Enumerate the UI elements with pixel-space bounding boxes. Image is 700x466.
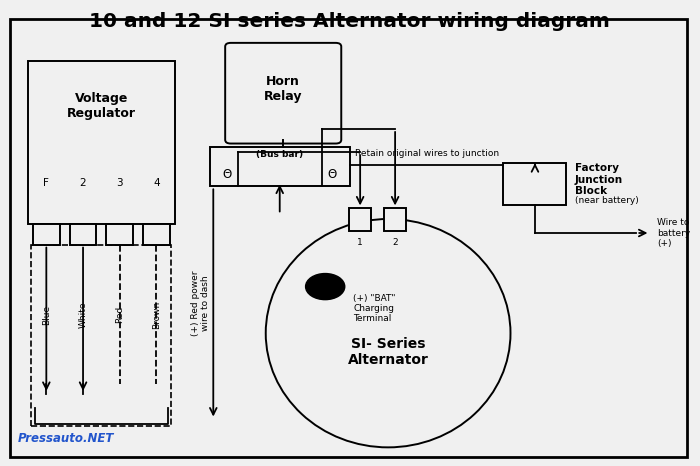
FancyBboxPatch shape: [70, 224, 97, 245]
Text: Red: Red: [116, 306, 125, 323]
Text: 3: 3: [116, 178, 123, 188]
Text: (near battery): (near battery): [575, 196, 638, 206]
FancyBboxPatch shape: [210, 147, 349, 186]
Text: 2: 2: [80, 178, 86, 188]
Text: Θ: Θ: [223, 168, 232, 181]
Text: White: White: [78, 302, 88, 328]
Text: Brown: Brown: [152, 301, 161, 329]
FancyBboxPatch shape: [28, 61, 175, 224]
FancyBboxPatch shape: [106, 224, 133, 245]
FancyBboxPatch shape: [503, 163, 566, 205]
Text: 10 and 12 SI series Alternator wiring diagram: 10 and 12 SI series Alternator wiring di…: [89, 12, 610, 31]
Text: 4: 4: [153, 178, 160, 188]
FancyBboxPatch shape: [225, 43, 342, 144]
Text: Wire to
battery
(+): Wire to battery (+): [657, 218, 691, 248]
Text: (+) "BAT"
Charging
Terminal: (+) "BAT" Charging Terminal: [353, 294, 396, 323]
FancyBboxPatch shape: [349, 208, 371, 231]
Text: (Bus bar): (Bus bar): [256, 150, 303, 159]
Circle shape: [306, 274, 345, 300]
Text: 1: 1: [357, 238, 363, 247]
Text: Θ: Θ: [328, 168, 337, 181]
Text: Factory
Junction
Block: Factory Junction Block: [575, 163, 623, 197]
FancyBboxPatch shape: [384, 208, 406, 231]
Text: Pressauto.NET: Pressauto.NET: [18, 432, 114, 445]
Text: Blue: Blue: [42, 304, 51, 325]
Text: SI- Series
Alternator: SI- Series Alternator: [348, 337, 428, 367]
Text: Voltage
Regulator: Voltage Regulator: [67, 92, 136, 120]
Ellipse shape: [266, 219, 510, 447]
Text: 2: 2: [392, 238, 398, 247]
Text: Horn
Relay: Horn Relay: [264, 75, 302, 103]
Text: (+) Red power
wire to dash: (+) Red power wire to dash: [191, 270, 211, 336]
Text: F: F: [43, 178, 49, 188]
Text: Retain original wires to junction: Retain original wires to junction: [354, 149, 498, 158]
FancyBboxPatch shape: [33, 224, 60, 245]
FancyBboxPatch shape: [144, 224, 170, 245]
